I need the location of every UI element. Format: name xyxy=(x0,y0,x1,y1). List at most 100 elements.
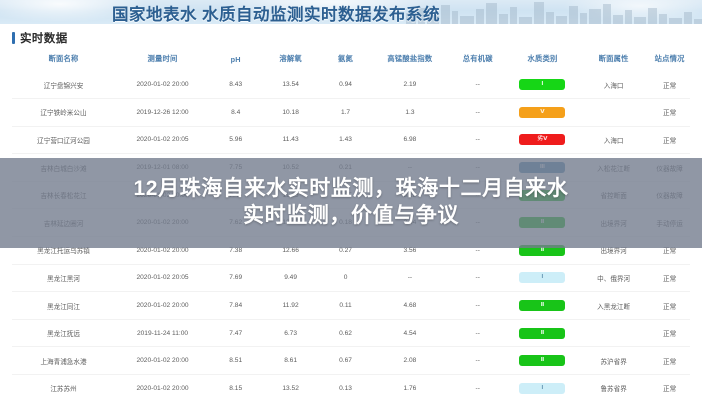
cell-permanganate-index: 6.98 xyxy=(371,126,449,155)
table-row[interactable]: 辽宁铁岭米公山 2019-12-26 12:00 8.4 10.18 1.7 1.3 -- Ⅴ… xyxy=(12,98,690,127)
cell-dissolved-oxygen: 10.18 xyxy=(261,98,320,127)
cell-measure-time: 2020-01-02 20:00 xyxy=(115,346,210,376)
cell-ammonia-nitrogen: 0.62 xyxy=(319,319,372,348)
th-ph[interactable]: pH xyxy=(230,54,241,64)
cell-section-attribute: 苏沪省界 xyxy=(578,346,650,376)
water-quality-badge: 劣Ⅴ xyxy=(519,134,566,146)
table-header-row: 断面名称 测量时间 pH 溶解氧 氨氮 高锰酸盐指数 总有机碳 水质类别 断面属… xyxy=(12,51,690,71)
cell-station-status: 正常 xyxy=(649,374,690,400)
banner-title: 国家地表水 水质自动监测实时数据发布系统 xyxy=(111,6,441,24)
cell-water-quality-grade: Ⅴ xyxy=(506,98,579,127)
table-head: 断面名称 测量时间 pH 溶解氧 氨氮 高锰酸盐指数 总有机碳 水质类别 断面属… xyxy=(12,51,690,71)
cell-total-organic-carbon: -- xyxy=(448,374,507,400)
cell-section-attribute: 入黑龙江断 xyxy=(578,291,650,320)
cell-measure-time: 2020-01-02 20:00 xyxy=(115,374,210,400)
th-station-status[interactable]: 站点情况 xyxy=(654,54,685,63)
cell-water-quality-grade: Ⅰ xyxy=(506,374,579,400)
cell-water-quality-grade: Ⅱ xyxy=(506,346,579,376)
water-quality-badge: Ⅱ xyxy=(519,327,566,339)
th-measure-time[interactable]: 测量时间 xyxy=(147,54,178,63)
cell-section-attribute: 鲁苏省界 xyxy=(578,374,650,400)
cell-measure-time: 2019-11-24 11:00 xyxy=(115,319,210,348)
table-row[interactable]: 黑龙江抚远 2019-11-24 11:00 7.47 6.73 0.62 4.54 -- Ⅱ… xyxy=(12,319,690,348)
cell-permanganate-index: -- xyxy=(371,264,449,293)
water-quality-badge: Ⅰ xyxy=(519,79,566,91)
cell-section-name: 上海青浦急水港 xyxy=(12,346,116,376)
cell-section-name: 黑龙江黑河 xyxy=(12,264,116,293)
table-row[interactable]: 黑龙江黑河 2020-01-02 20:05 7.69 9.49 0 -- -- Ⅰ 中、俄界河… xyxy=(12,264,690,293)
section-title: 实时数据 xyxy=(20,33,68,45)
th-section-name[interactable]: 断面名称 xyxy=(48,54,79,63)
cell-dissolved-oxygen: 8.61 xyxy=(261,346,320,376)
cell-ammonia-nitrogen: 0.67 xyxy=(319,346,372,376)
table-row[interactable]: 辽宁营口辽河公园 2020-01-02 20:05 5.96 11.43 1.43 6.9… xyxy=(12,126,690,155)
th-permanganate-index[interactable]: 高锰酸盐指数 xyxy=(387,54,433,63)
site-banner: 国家地表水 水质自动监测实时数据发布系统 xyxy=(0,0,702,24)
cell-ph: 8.51 xyxy=(209,346,262,376)
cell-permanganate-index: 2.08 xyxy=(371,346,449,376)
cell-dissolved-oxygen: 13.52 xyxy=(261,374,320,400)
cell-section-name: 黑龙江抚远 xyxy=(12,319,116,348)
th-total-organic-carbon[interactable]: 总有机碳 xyxy=(462,54,493,63)
cell-dissolved-oxygen: 9.49 xyxy=(261,264,320,293)
water-quality-badge: Ⅰ xyxy=(519,382,566,394)
table-row[interactable]: 黑龙江同江 2020-01-02 20:00 7.84 11.92 0.11 4.68 --… xyxy=(12,291,690,320)
cell-permanganate-index: 1.3 xyxy=(371,98,449,127)
cell-ph: 8.43 xyxy=(209,71,262,100)
cell-total-organic-carbon: -- xyxy=(448,264,507,293)
cell-section-attribute: 入海口 xyxy=(578,71,650,100)
cell-water-quality-grade: Ⅰ xyxy=(506,264,579,293)
th-ammonia-nitrogen[interactable]: 氨氮 xyxy=(338,54,354,63)
water-quality-badge: Ⅴ xyxy=(519,106,566,118)
water-quality-badge: Ⅱ xyxy=(519,300,566,312)
cell-section-attribute xyxy=(578,98,650,127)
cell-total-organic-carbon: -- xyxy=(448,291,507,320)
table-row[interactable]: 江苏苏州 2020-01-02 20:00 8.15 13.52 0.13 1.76 -- Ⅰ… xyxy=(12,374,690,400)
cell-ammonia-nitrogen: 0.11 xyxy=(319,291,372,320)
cell-measure-time: 2020-01-02 20:05 xyxy=(115,126,210,155)
cell-section-name: 辽宁铁岭米公山 xyxy=(12,98,116,127)
city-skyline-icon xyxy=(406,2,702,24)
accent-bar-icon xyxy=(12,32,15,44)
cell-station-status: 正常 xyxy=(649,126,690,155)
cell-total-organic-carbon: -- xyxy=(448,71,507,100)
article-title-overlay: 12月珠海自来水实时监测，珠海十二月自来水 实时监测，价值与争议 xyxy=(0,158,702,248)
overlay-title-line-1: 12月珠海自来水实时监测，珠海十二月自来水 xyxy=(133,177,569,201)
table-row[interactable]: 上海青浦急水港 2020-01-02 20:00 8.51 8.61 0.67 2.08-… xyxy=(12,346,690,376)
cell-station-status: 正常 xyxy=(649,98,690,127)
cell-section-attribute: 中、俄界河 xyxy=(578,264,650,293)
cell-ammonia-nitrogen: 0.13 xyxy=(319,374,372,400)
cell-ph: 7.69 xyxy=(209,264,262,293)
cell-ph: 5.96 xyxy=(209,126,262,155)
cell-section-name: 辽宁盘锦兴安 xyxy=(12,71,116,100)
table-row[interactable]: 辽宁盘锦兴安 2020-01-02 20:00 8.43 13.54 0.94 2.19-… xyxy=(12,71,690,100)
cell-station-status: 正常 xyxy=(649,291,690,320)
cell-dissolved-oxygen: 11.92 xyxy=(261,291,320,320)
th-dissolved-oxygen[interactable]: 溶解氧 xyxy=(279,54,302,63)
cell-section-attribute: 入海口 xyxy=(578,126,650,155)
cell-ph: 7.47 xyxy=(209,319,262,348)
cell-ammonia-nitrogen: 0.94 xyxy=(319,71,372,100)
overlay-title-line-2: 实时监测，价值与争议 xyxy=(243,204,459,227)
cell-dissolved-oxygen: 11.43 xyxy=(261,126,320,155)
water-quality-badge: Ⅱ xyxy=(519,355,566,367)
cell-ammonia-nitrogen: 1.7 xyxy=(319,98,372,127)
cell-permanganate-index: 1.76 xyxy=(371,374,449,400)
cell-ammonia-nitrogen: 0 xyxy=(319,264,372,293)
cell-water-quality-grade: Ⅰ xyxy=(506,71,579,100)
cell-station-status: 正常 xyxy=(649,71,690,100)
cell-station-status: 正常 xyxy=(649,346,690,376)
th-water-quality-grade[interactable]: 水质类别 xyxy=(527,54,558,63)
cell-total-organic-carbon: -- xyxy=(448,346,507,376)
cell-section-name: 黑龙江同江 xyxy=(12,291,116,320)
cell-water-quality-grade: Ⅱ xyxy=(506,291,579,320)
th-section-attribute[interactable]: 断面属性 xyxy=(598,54,629,63)
cell-permanganate-index: 4.54 xyxy=(371,319,449,348)
cell-total-organic-carbon: -- xyxy=(448,98,507,127)
cloud-backdrop xyxy=(0,0,702,24)
cell-section-attribute xyxy=(578,319,650,348)
cell-permanganate-index: 2.19 xyxy=(371,71,449,100)
cell-permanganate-index: 4.68 xyxy=(371,291,449,320)
cell-section-name: 辽宁营口辽河公园 xyxy=(12,126,116,155)
